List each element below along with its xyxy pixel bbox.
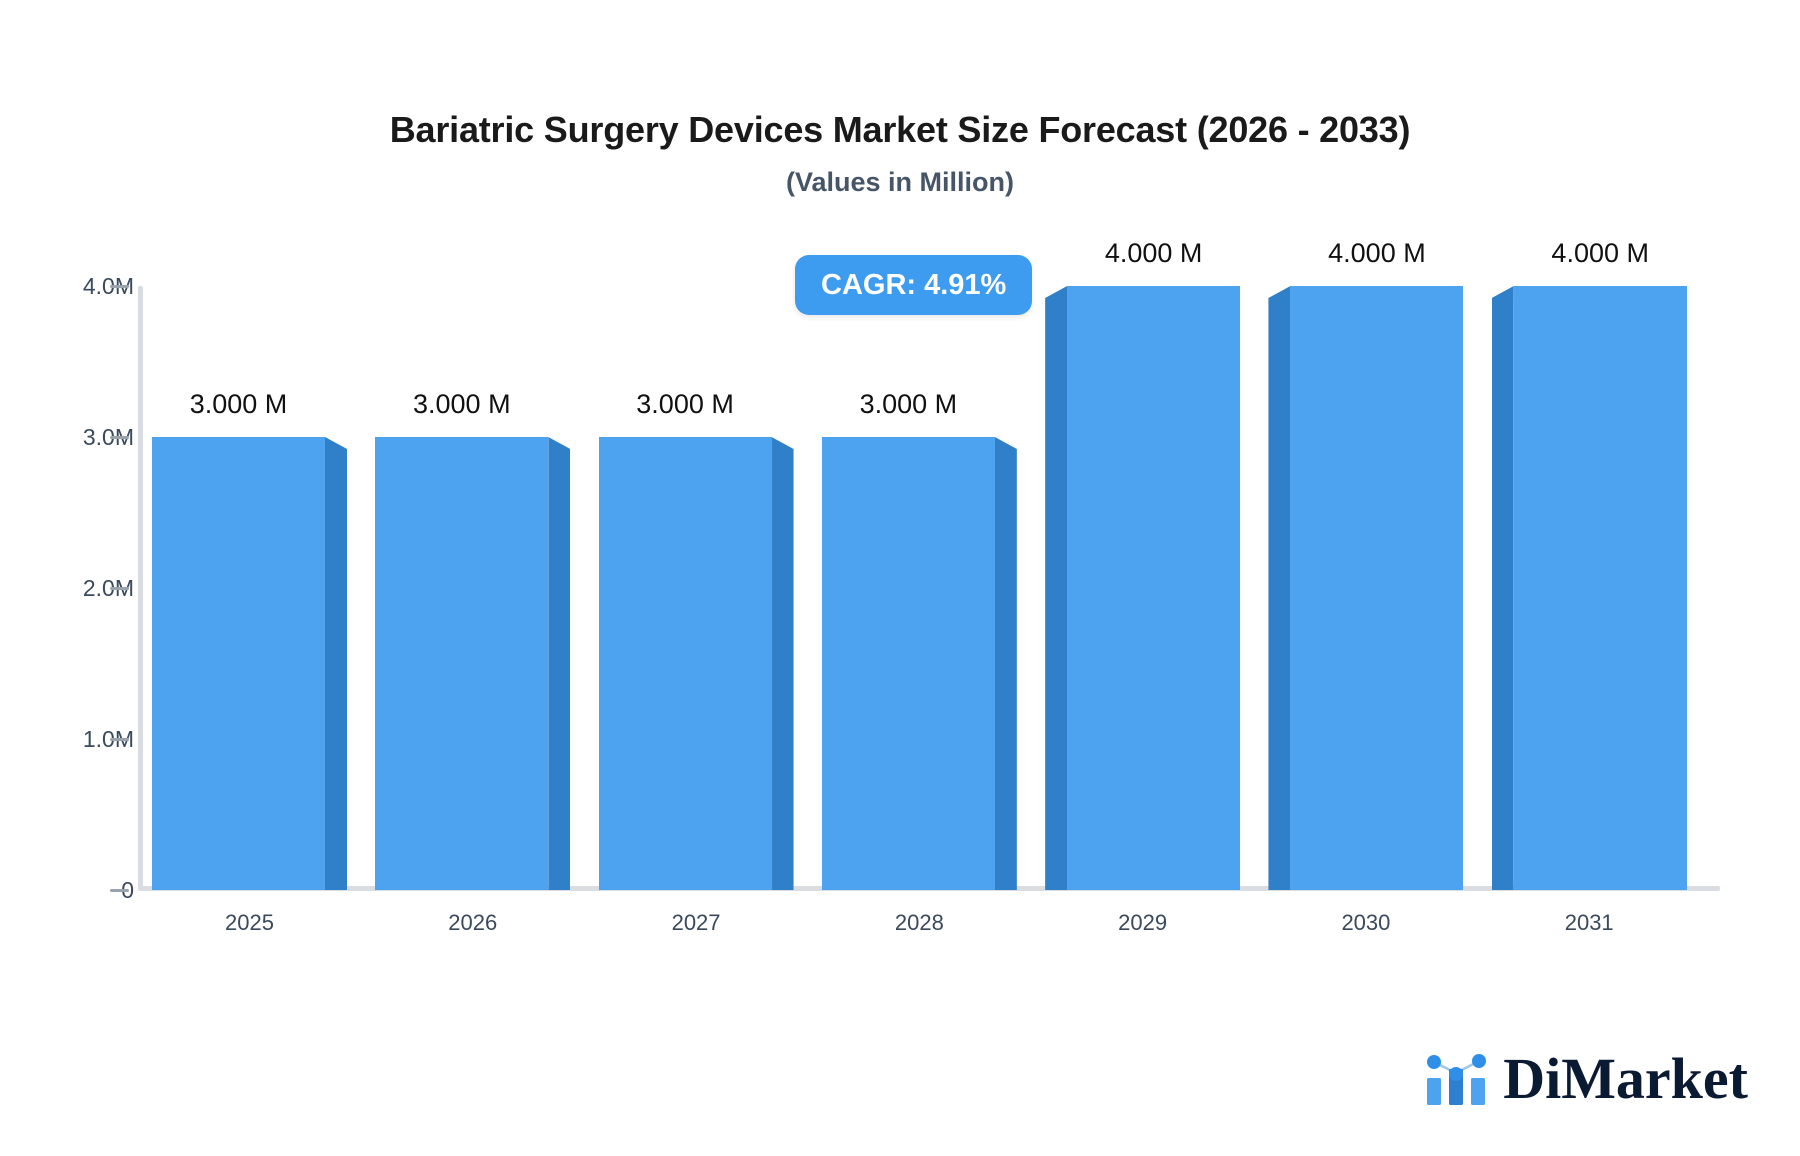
y-axis-line <box>138 286 143 890</box>
bar-face[interactable] <box>152 437 325 890</box>
bar-side-face <box>1491 286 1514 890</box>
bar-value-label: 3.000 M <box>636 389 734 419</box>
bar-side-face <box>548 437 571 890</box>
x-axis-label: 2031 <box>1564 910 1614 935</box>
bar-value-label: 4.000 M <box>1551 238 1649 268</box>
bar-face[interactable] <box>598 437 772 890</box>
y-axis-tick-mark <box>110 889 129 892</box>
bar-side-face <box>325 437 347 890</box>
bar-face[interactable] <box>1067 286 1241 890</box>
cagr-badge[interactable]: CAGR: 4.91% <box>795 255 1033 315</box>
y-axis-tick-mark <box>110 285 129 288</box>
bar-side-face <box>771 437 794 890</box>
bar-value-label: 3.000 M <box>413 389 511 419</box>
y-axis-tick-mark <box>110 738 129 741</box>
bar-column[interactable] <box>375 437 571 890</box>
bar-column[interactable] <box>821 437 1017 890</box>
chart-subtitle: (Values in Million) <box>785 167 1015 198</box>
bar-side-face <box>1045 286 1068 890</box>
x-axis-label: 2030 <box>1341 910 1391 935</box>
bar-value-label: 3.000 M <box>189 389 288 419</box>
x-axis-label: 2026 <box>448 910 498 935</box>
brand-name: DiMarket <box>1503 1046 1748 1111</box>
bar-face[interactable] <box>821 437 995 890</box>
bar-face[interactable] <box>375 437 549 890</box>
brand-logo: DiMarket <box>1425 1050 1748 1108</box>
bar-column[interactable] <box>152 437 347 890</box>
bar-side-face <box>1268 286 1291 890</box>
bar-side-face <box>994 437 1017 890</box>
bar-column[interactable] <box>1268 286 1464 890</box>
y-axis-tick-mark <box>110 436 129 439</box>
chart-title: Bariatric Surgery Devices Market Size Fo… <box>389 109 1411 150</box>
bar-column[interactable] <box>1491 286 1687 890</box>
bar-value-label: 3.000 M <box>859 389 958 419</box>
bar-face[interactable] <box>1290 286 1464 890</box>
bar-value-label: 4.000 M <box>1104 238 1203 268</box>
x-axis-label: 2027 <box>671 910 721 935</box>
x-axis-label: 2025 <box>225 910 274 935</box>
bar-column[interactable] <box>1045 286 1241 890</box>
y-axis-tick-mark <box>110 587 129 590</box>
bar-column[interactable] <box>598 437 794 890</box>
x-axis-label: 2029 <box>1118 910 1168 935</box>
bar-value-label: 4.000 M <box>1328 238 1426 268</box>
bar-face[interactable] <box>1513 286 1687 890</box>
x-axis-label: 2028 <box>894 910 944 935</box>
bar-chart-icon <box>1427 1054 1487 1105</box>
title-block: Bariatric Surgery Devices Market Size Fo… <box>0 108 1800 198</box>
